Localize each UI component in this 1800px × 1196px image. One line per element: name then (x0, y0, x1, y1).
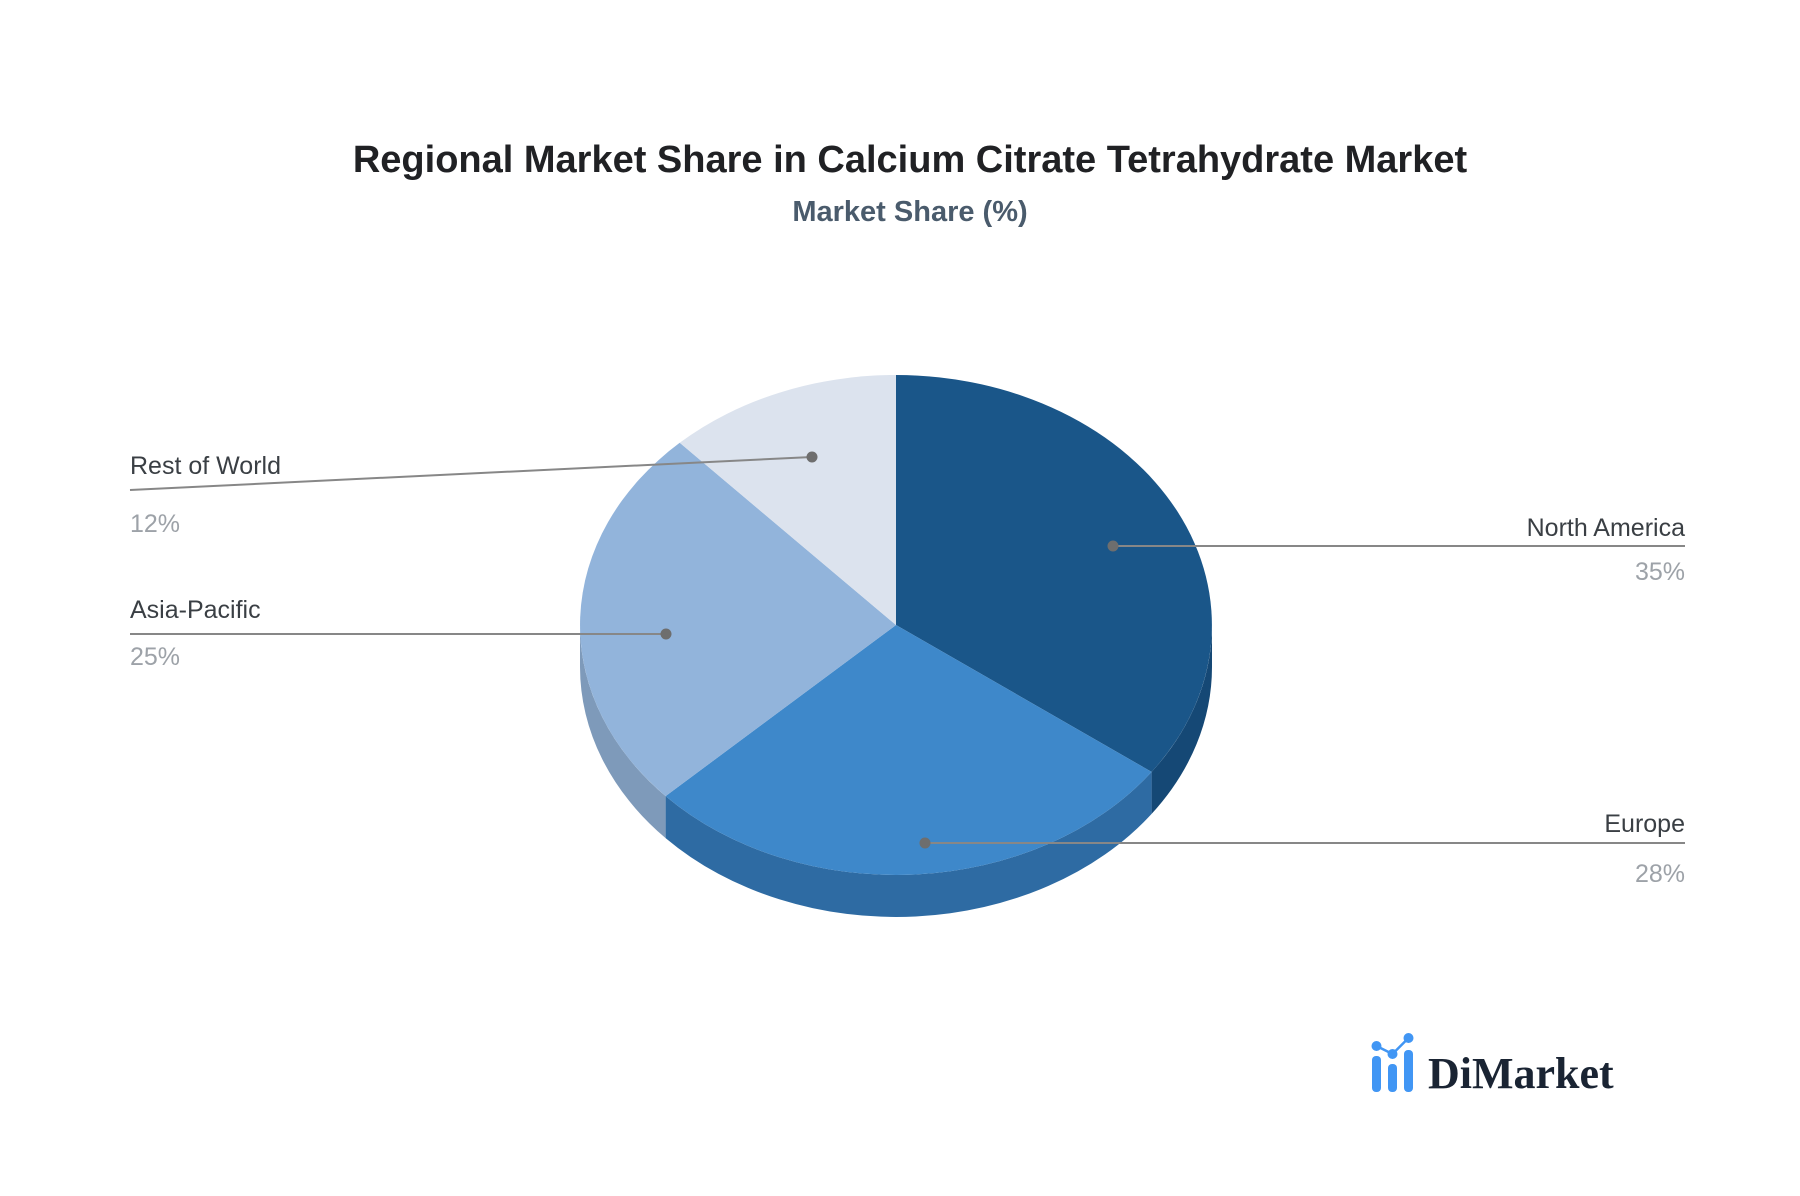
label-europe: Europe (1604, 810, 1685, 838)
pie-slice (665, 625, 1152, 875)
value-europe: 28% (1635, 860, 1685, 888)
label-asia-pacific: Asia-Pacific (130, 596, 261, 624)
logo-icon-dot (1403, 1033, 1414, 1043)
leader-lines (129, 451, 1685, 849)
slice-labels: North America 35% Europe 28% Asia-Pacifi… (130, 452, 1685, 888)
logo-icon-bar (1404, 1050, 1413, 1092)
logo: DiMarket (1371, 1033, 1614, 1098)
logo-text: DiMarket (1428, 1049, 1614, 1098)
pie-slice-side (1151, 625, 1212, 814)
bar-chart-icon (1371, 1033, 1414, 1092)
label-rest-of-world: Rest of World (130, 452, 281, 480)
label-north-america: North America (1527, 514, 1685, 542)
pie-slice (896, 375, 1212, 772)
value-north-america: 35% (1635, 558, 1685, 586)
chart-title: Regional Market Share in Calcium Citrate… (353, 139, 1468, 181)
pie-slice (679, 375, 896, 625)
value-rest-of-world: 12% (130, 510, 180, 538)
pie-slices (580, 375, 1212, 875)
leader-dot (660, 628, 672, 640)
leader-line (129, 456, 813, 491)
pie-3d-sides (580, 625, 1212, 917)
pie-slice (580, 442, 896, 797)
pie-slice-side (665, 771, 1152, 917)
logo-icon-bar (1388, 1064, 1397, 1092)
value-asia-pacific: 25% (130, 643, 180, 671)
leader-dot (919, 837, 931, 849)
logo-icon-dot (1387, 1049, 1398, 1059)
leader-dot (1107, 540, 1119, 552)
logo-icon-dot (1371, 1041, 1382, 1051)
logo-icon-bar (1372, 1056, 1381, 1092)
pie-slice-side (580, 625, 666, 839)
leader-dot (806, 451, 818, 463)
chart-subtitle: Market Share (%) (792, 196, 1027, 228)
